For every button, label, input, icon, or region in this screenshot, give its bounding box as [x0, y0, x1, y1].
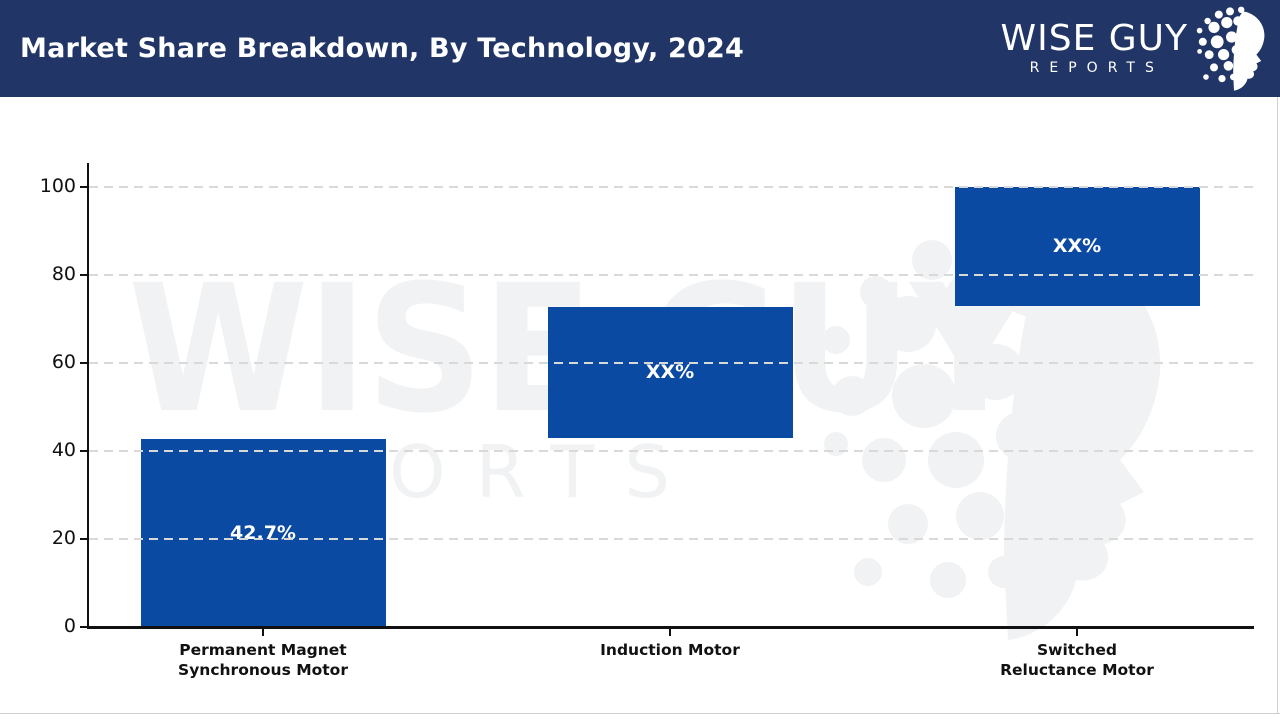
- bar-value-label: 42.7%: [230, 522, 296, 545]
- x-axis-category-label: Permanent Magnet Synchronous Motor: [178, 641, 348, 679]
- bar-2: XX%: [547, 307, 793, 438]
- x-tick-mark: [669, 629, 671, 636]
- x-tick-mark: [1076, 629, 1078, 636]
- wise-guy-reports-logo: WISE GUY REPORTS: [1001, 5, 1280, 93]
- bar-3: XX%: [954, 187, 1200, 306]
- y-tick-label: 40: [51, 439, 76, 461]
- x-tick-mark: [262, 629, 264, 636]
- gridline-y-40: [89, 450, 1254, 452]
- y-tick-mark: [80, 274, 88, 276]
- y-tick-label: 60: [51, 351, 76, 373]
- bar-value-label: XX%: [1052, 235, 1102, 258]
- logo-text: WISE GUY REPORTS: [1000, 18, 1189, 77]
- x-axis-category-label: Switched Reluctance Motor: [1000, 641, 1154, 679]
- y-tick-mark: [80, 538, 88, 540]
- logo-face-icon: [1190, 5, 1270, 93]
- card-bottom-border: [0, 713, 1280, 714]
- gridline-y-80: [89, 274, 1254, 276]
- y-tick-mark: [80, 186, 88, 188]
- bar-value-label: XX%: [645, 361, 695, 384]
- bar-1: 42.7%: [140, 439, 386, 627]
- x-axis-category-label: Induction Motor: [600, 641, 740, 659]
- gridline-y-60: [89, 362, 1254, 364]
- logo-wordmark: WISE GUY: [1000, 18, 1188, 59]
- chart-title: Market Share Breakdown, By Technology, 2…: [20, 33, 745, 64]
- y-tick-mark: [80, 362, 88, 364]
- y-tick-label: 0: [63, 615, 76, 637]
- x-axis-line: [87, 626, 1254, 629]
- y-tick-mark: [80, 626, 88, 628]
- gridline-y-100: [89, 186, 1254, 188]
- y-tick-label: 20: [51, 527, 76, 549]
- y-axis-line: [87, 163, 89, 629]
- y-tick-mark: [80, 450, 88, 452]
- header-bar: Market Share Breakdown, By Technology, 2…: [0, 0, 1280, 97]
- gridline-y-20: [89, 538, 1254, 540]
- logo-subtitle: REPORTS: [1029, 60, 1164, 76]
- card-right-border: [1277, 97, 1278, 714]
- y-tick-label: 80: [51, 263, 76, 285]
- y-tick-label: 100: [39, 175, 76, 197]
